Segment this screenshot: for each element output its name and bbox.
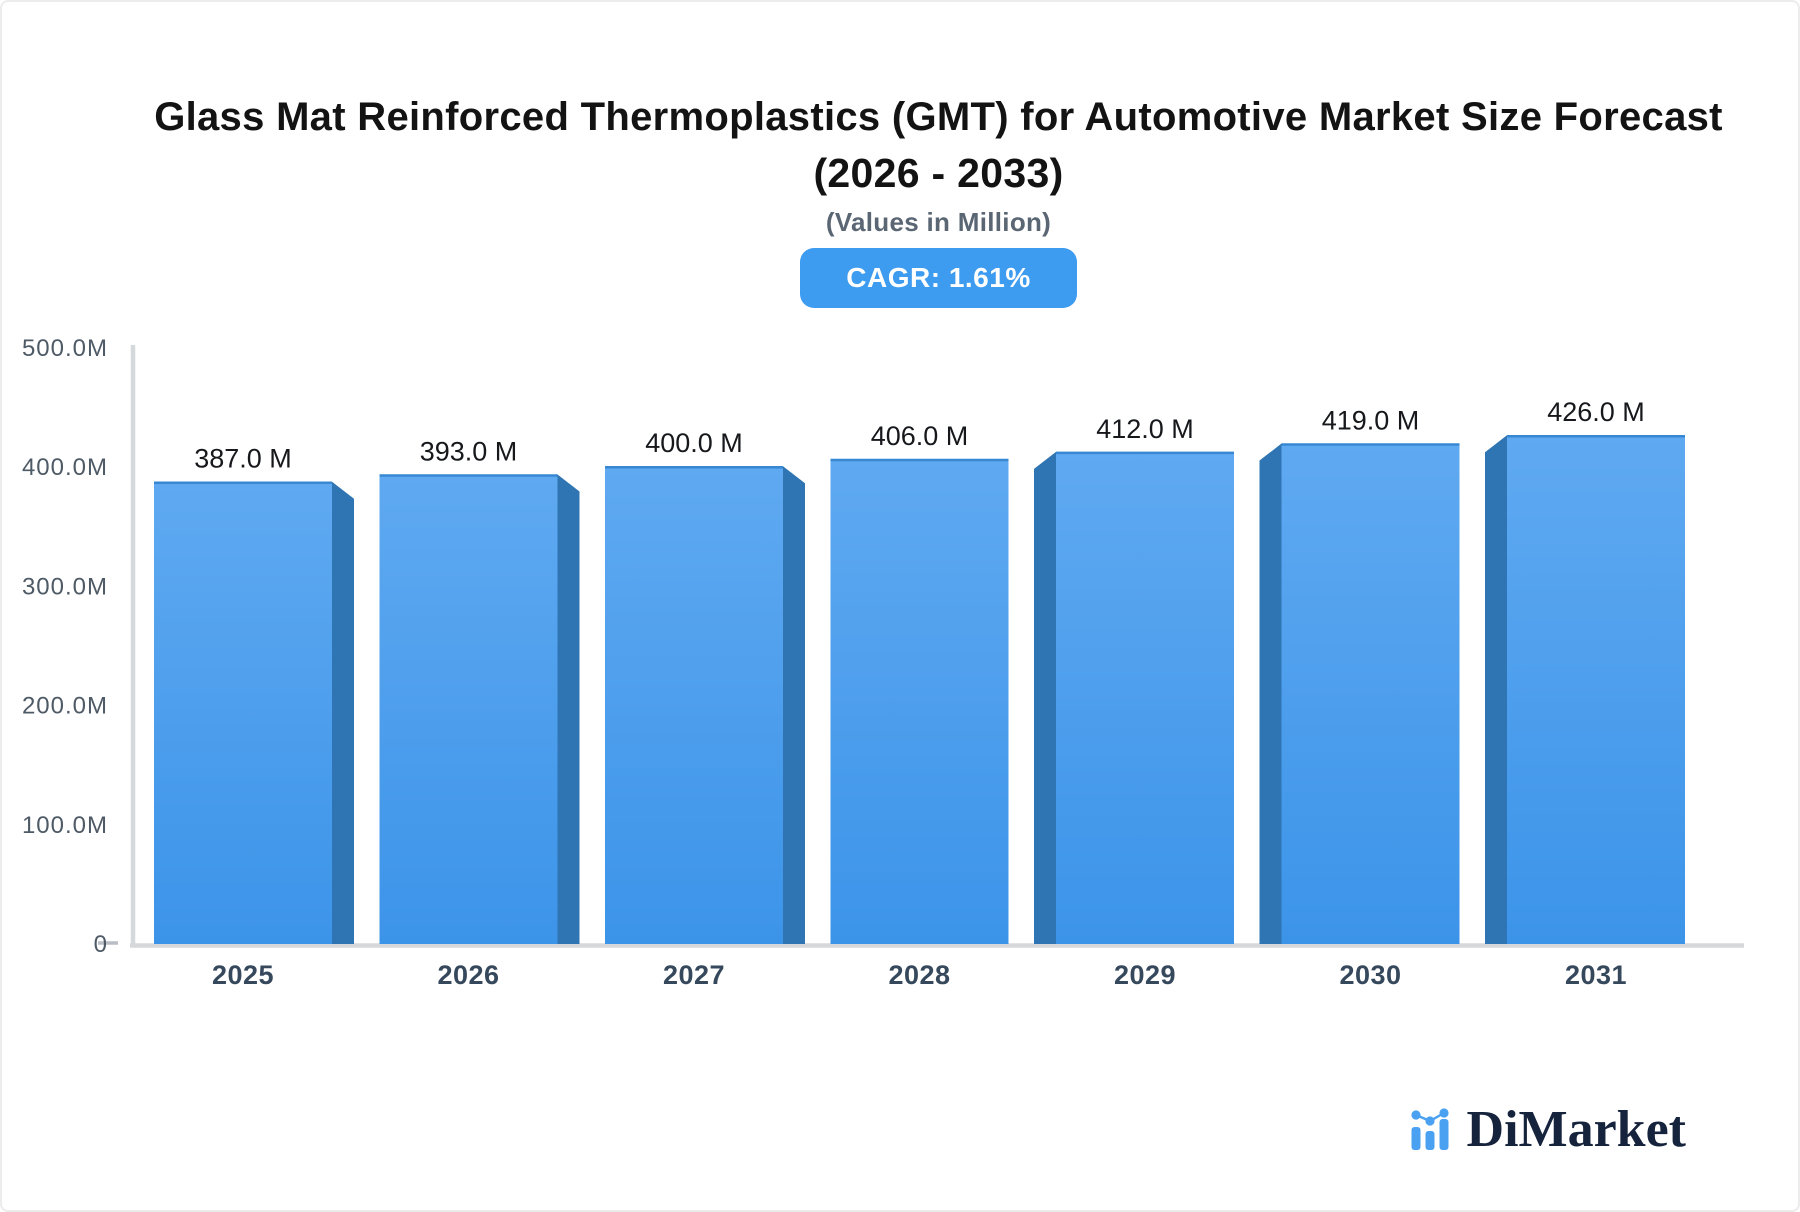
cagr-badge: CAGR: 1.61% xyxy=(800,248,1077,308)
y-tick-label-200.0M: 200.0M xyxy=(22,693,108,720)
brand-logo-text: DiMarket xyxy=(1466,1101,1686,1159)
bar-value-label-2027: 400.0 M xyxy=(645,428,743,458)
x-axis-label-2031: 2031 xyxy=(1565,960,1627,990)
bar-value-label-2030: 419.0 M xyxy=(1322,406,1420,436)
brand-logo-icon xyxy=(1410,1108,1449,1150)
y-tick-label-0: 0 xyxy=(94,931,108,958)
bar-value-label-2026: 393.0 M xyxy=(420,437,518,467)
chart-title-line2: (2026 - 2033) xyxy=(813,150,1064,196)
bar-value-label-2031: 426.0 M xyxy=(1547,397,1645,427)
x-axis-label-2027: 2027 xyxy=(663,960,725,990)
bar-2028[interactable] xyxy=(830,459,1009,944)
bar-side-2029 xyxy=(1034,451,1056,944)
x-axis-label-2028: 2028 xyxy=(888,960,950,990)
chart-header: Glass Mat Reinforced Thermoplastics (GMT… xyxy=(133,90,1744,308)
x-axis-label-2030: 2030 xyxy=(1339,960,1401,990)
bar-value-label-2028: 406.0 M xyxy=(871,421,969,451)
bar-side-2027 xyxy=(783,466,805,944)
bar-2029[interactable] xyxy=(1056,451,1234,944)
bar-2027[interactable] xyxy=(605,466,783,944)
bar-side-2031 xyxy=(1485,435,1507,944)
x-axis-label-2026: 2026 xyxy=(437,960,499,990)
bar-2031[interactable] xyxy=(1507,435,1685,944)
y-tick-label-500.0M: 500.0M xyxy=(22,335,108,362)
brand-logo: DiMarket xyxy=(1409,1101,1686,1159)
chart-title-line1: Glass Mat Reinforced Thermoplastics (GMT… xyxy=(154,95,1723,139)
bar-2026[interactable] xyxy=(379,474,558,944)
bar-side-2030 xyxy=(1259,443,1282,944)
y-tick-label-300.0M: 300.0M xyxy=(22,573,108,600)
bar-value-label-2029: 412.0 M xyxy=(1096,414,1194,444)
bar-value-label-2025: 387.0 M xyxy=(194,444,292,474)
y-tick-label-100.0M: 100.0M xyxy=(22,812,108,839)
y-tick-label-400.0M: 400.0M xyxy=(22,454,108,481)
chart-subtitle: (Values in Million) xyxy=(825,207,1052,237)
bar-side-2025 xyxy=(332,481,354,944)
x-axis-label-2029: 2029 xyxy=(1114,960,1176,990)
x-axis-label-2025: 2025 xyxy=(212,960,274,990)
bar-2025[interactable] xyxy=(154,481,332,944)
bar-2030[interactable] xyxy=(1281,443,1460,944)
bar-side-2026 xyxy=(557,474,580,944)
